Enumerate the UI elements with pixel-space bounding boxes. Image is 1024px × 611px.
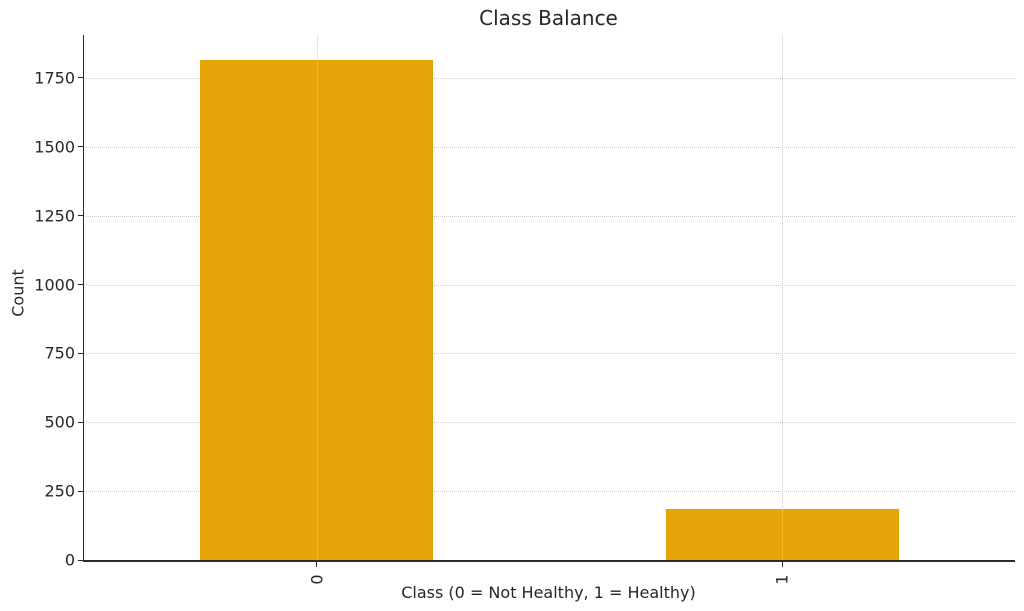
y-tick-mark (77, 559, 83, 561)
y-tick-label: 0 (64, 550, 75, 570)
y-tick-mark (77, 284, 83, 286)
y-gridline (84, 146, 1015, 148)
y-tick-mark (77, 421, 83, 423)
y-tick-label: 250 (44, 481, 75, 501)
y-tick-label: 1750 (34, 68, 75, 88)
x-axis-label: Class (0 = Not Healthy, 1 = Healthy) (401, 583, 696, 602)
chart-title: Class Balance (479, 6, 618, 30)
y-tick-mark (77, 146, 83, 148)
y-gridline (84, 284, 1015, 286)
y-tick-label: 1500 (34, 137, 75, 157)
y-gridline (84, 215, 1015, 217)
plot-area: 0 250 500 750 1000 1250 1500 1750 0 1 (34, 35, 1015, 585)
y-gridline (84, 353, 1015, 355)
x-gridline (782, 35, 784, 560)
y-tick-mark (77, 490, 83, 492)
x-tick-mark (781, 562, 783, 567)
y-gridline (84, 491, 1015, 493)
y-gridline (84, 77, 1015, 79)
y-tick-label: 1250 (34, 206, 75, 226)
y-axis-label: Count (8, 269, 28, 317)
y-tick-label: 750 (44, 343, 75, 363)
y-tick-mark (77, 215, 83, 217)
y-tick-label: 500 (44, 412, 75, 432)
y-tick-mark (77, 352, 83, 354)
y-tick-mark (77, 77, 83, 79)
y-gridline (84, 422, 1015, 424)
y-tick-label: 1000 (34, 275, 75, 295)
x-tick-mark (316, 562, 318, 567)
x-gridline (316, 35, 318, 560)
